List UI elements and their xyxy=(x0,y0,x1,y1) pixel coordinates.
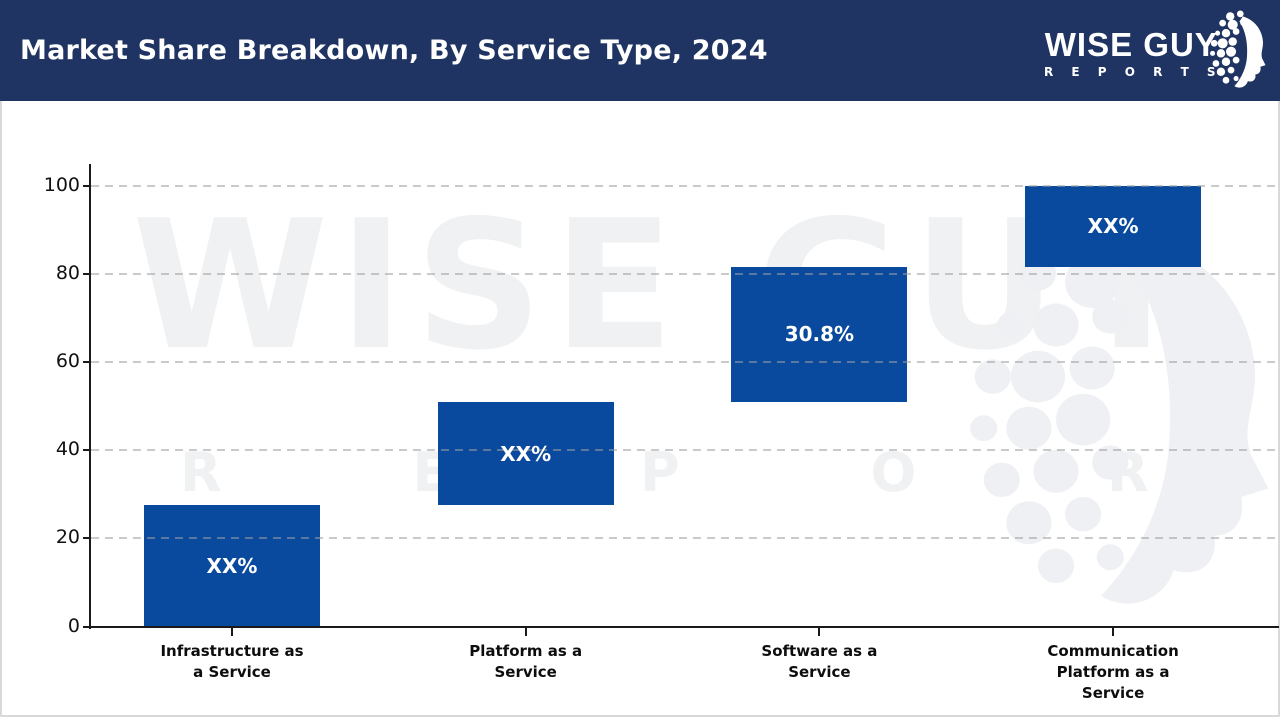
y-axis-tick-mark xyxy=(83,625,91,628)
category-label-line: Service xyxy=(788,662,851,681)
category-label-line: Platform as a xyxy=(1056,662,1170,681)
category-label: Communication Platform as a Service xyxy=(973,641,1253,704)
category-label-line: a Service xyxy=(193,662,271,681)
category-label-line: Infrastructure as xyxy=(160,641,304,660)
x-axis-tick-mark xyxy=(1112,627,1115,636)
category-label-line: Software as a xyxy=(761,641,878,660)
y-axis-tick-label: 60 xyxy=(55,350,80,373)
bar-value-label: XX% xyxy=(206,553,258,578)
category-label-line: Service xyxy=(494,662,557,681)
category-label: Platform as a Service xyxy=(386,641,666,683)
y-axis-tick-mark xyxy=(83,185,91,187)
bar-2 xyxy=(437,402,614,506)
category-label: Infrastructure as a Service xyxy=(92,641,372,683)
y-axis-tick-label: 40 xyxy=(55,438,80,461)
bar-1 xyxy=(144,505,320,627)
gridline-80 xyxy=(91,273,1279,276)
page-title: Market Share Breakdown, By Service Type,… xyxy=(20,35,768,66)
category-label-line: Communication xyxy=(1047,641,1179,660)
y-axis-tick-label: 80 xyxy=(55,262,80,285)
bar-value-label: XX% xyxy=(1087,214,1139,239)
y-axis-tick-mark xyxy=(83,361,91,364)
chart-area: WISE GUY R E P O R T S 020406080100XX%In… xyxy=(0,101,1280,717)
bar-value-label: 30.8% xyxy=(784,322,855,347)
header-bar: Market Share Breakdown, By Service Type,… xyxy=(0,0,1280,101)
brand-logo: WISE GUY R E P O R T S xyxy=(1018,6,1268,96)
brand-name: WISE GUY xyxy=(1044,26,1218,63)
x-axis-tick-mark xyxy=(818,627,821,636)
y-axis-tick-mark xyxy=(83,537,91,540)
y-axis-tick-label: 20 xyxy=(55,526,80,549)
y-axis-tick-mark xyxy=(83,273,91,276)
y-axis-tick-mark xyxy=(83,449,91,452)
bar-4 xyxy=(1025,186,1202,267)
gridline-40 xyxy=(91,449,1279,452)
brand-face-icon xyxy=(1210,10,1266,88)
y-axis-tick-label: 100 xyxy=(43,174,80,196)
category-label-line: Platform as a xyxy=(469,641,583,660)
x-axis-tick-mark xyxy=(231,627,233,636)
bar-3 xyxy=(731,266,908,403)
x-axis-line xyxy=(89,625,1279,628)
x-axis-tick-mark xyxy=(524,627,527,636)
watermark-text-1: WISE GUY xyxy=(132,182,1206,389)
brand-logo-text: WISE GUY R E P O R T S xyxy=(1040,26,1223,80)
y-axis-line xyxy=(89,164,91,629)
y-axis-tick-label: 0 xyxy=(67,614,80,637)
gridline-100 xyxy=(91,185,1279,187)
category-label-line: Service xyxy=(1081,683,1145,702)
bar-value-label: XX% xyxy=(500,441,552,466)
gridline-20 xyxy=(91,537,1279,540)
brand-subtitle: R E P O R T S xyxy=(1044,65,1223,79)
gridline-60 xyxy=(91,361,1279,364)
category-label: Software as a Service xyxy=(679,641,959,683)
